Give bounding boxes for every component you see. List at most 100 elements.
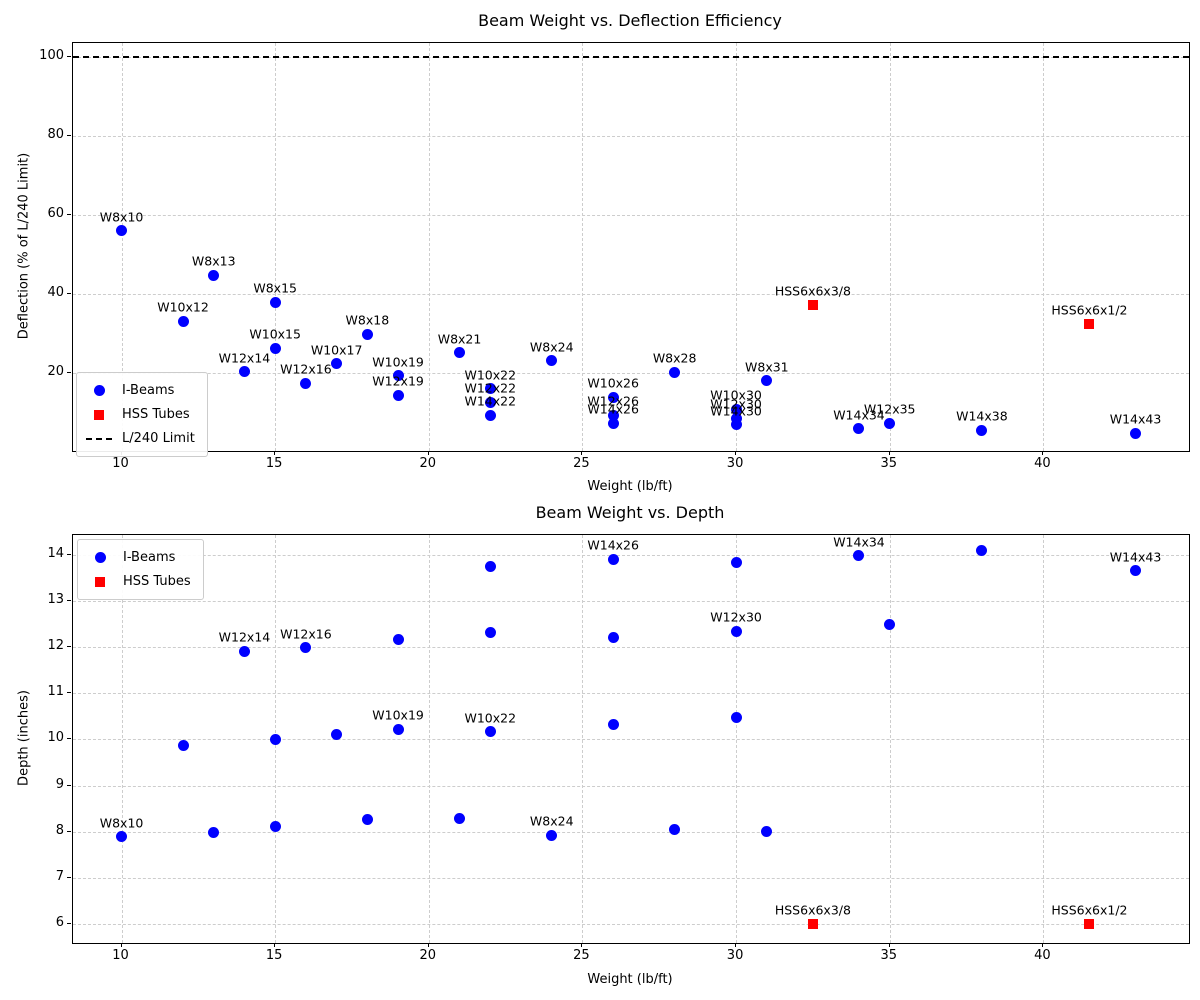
gridline [73, 785, 1189, 787]
tick-mark [67, 692, 71, 694]
data-point-W14x26 [607, 553, 619, 565]
data-point-W14x30 [730, 556, 742, 568]
data-point-W8x24 [546, 829, 558, 841]
point-label-W8x15: W8x15 [253, 280, 297, 296]
y-tick-label: 8 [55, 822, 64, 838]
circle-marker-icon [85, 385, 113, 396]
y-tick-label: 40 [47, 285, 64, 301]
data-point-W8x24 [546, 355, 558, 367]
tick-mark [67, 923, 71, 925]
legend-label-ibeams: I-Beams [122, 383, 175, 398]
tick-mark [67, 784, 71, 786]
data-point-W8x21 [454, 347, 466, 359]
y-tick-label: 13 [47, 592, 64, 607]
tick-mark [67, 830, 71, 832]
data-point-W8x10 [116, 225, 128, 237]
tick-mark [67, 646, 71, 648]
point-label-W10x17: W10x17 [310, 341, 363, 357]
gridline [73, 877, 1189, 879]
gridline [428, 43, 430, 451]
data-point-W12x30 [730, 625, 742, 637]
data-point-W14x43 [1130, 427, 1142, 439]
data-point-W12x26 [607, 409, 619, 421]
data-point-W10x19 [392, 723, 404, 735]
data-point-W14x34 [853, 423, 865, 435]
gridline [275, 43, 277, 451]
y-tick-label: 14 [47, 545, 64, 561]
tick-mark [427, 451, 429, 455]
gridline [73, 373, 1189, 375]
data-point-HSS6x6x1/2 [1084, 919, 1095, 930]
tick-mark [67, 876, 71, 878]
point-label-W10x22: W10x22 [464, 709, 517, 725]
x-tick-label: 40 [1034, 948, 1051, 963]
y-tick-label: 80 [47, 126, 64, 142]
point-label-HSS6x6x3/8: HSS6x6x3/8 [774, 902, 851, 918]
gridline [582, 43, 584, 451]
point-label-W12x22: W12x22 [464, 380, 517, 396]
point-label-W10x15: W10x15 [249, 326, 301, 342]
tick-mark [888, 943, 890, 947]
legend-label-hss: HSS Tubes [123, 574, 191, 589]
point-label-W14x38: W14x38 [956, 408, 1008, 424]
point-label-W10x19: W10x19 [372, 354, 424, 370]
data-point-W8x31 [761, 826, 773, 838]
y-tick-label: 11 [47, 684, 64, 700]
gridline [73, 647, 1189, 649]
legend-item-ibeams: I-Beams [86, 548, 191, 567]
tick-mark [274, 943, 276, 947]
data-point-W14x34 [853, 550, 865, 562]
data-point-W12x14 [238, 366, 250, 378]
point-label-W12x30: W12x30 [710, 396, 762, 412]
data-point-W12x19 [392, 389, 404, 401]
point-label-W10x22: W10x22 [464, 367, 517, 383]
data-point-W10x22 [484, 726, 496, 738]
data-point-W8x18 [361, 813, 373, 825]
gridline [889, 535, 891, 943]
x-axis-label-depth: Weight (lb/ft) [587, 972, 673, 987]
limit-line [73, 55, 1189, 58]
dashed-line-icon [85, 437, 113, 440]
point-label-HSS6x6x1/2: HSS6x6x1/2 [1051, 902, 1128, 918]
point-label-W14x22: W14x22 [464, 393, 517, 409]
gridline [736, 43, 738, 451]
point-label-W10x12: W10x12 [157, 299, 209, 315]
point-label-W8x24: W8x24 [529, 813, 574, 829]
tick-mark [67, 55, 71, 57]
data-point-W10x26 [607, 391, 619, 403]
x-tick-label: 40 [1034, 456, 1051, 471]
gridline [73, 831, 1189, 833]
data-point-W8x13 [208, 269, 220, 281]
data-point-W10x17 [331, 728, 343, 740]
x-tick-label: 10 [112, 456, 129, 471]
legend-deflection: I-Beams HSS Tubes L/240 Limit [76, 372, 208, 457]
x-tick-label: 15 [265, 948, 283, 963]
data-point-W14x38 [976, 424, 988, 436]
gridline [582, 535, 584, 943]
gridline [73, 554, 1189, 556]
data-point-W14x38 [976, 544, 988, 556]
data-point-HSS6x6x3/8 [807, 299, 818, 310]
x-tick-label: 30 [726, 456, 744, 471]
x-tick-label: 30 [726, 948, 744, 963]
gridline [73, 601, 1189, 602]
point-label-W8x10: W8x10 [99, 815, 144, 831]
data-point-W8x13 [208, 826, 220, 838]
circle-marker-icon [86, 552, 114, 563]
gridline [73, 294, 1189, 296]
x-tick-label: 35 [880, 456, 897, 471]
y-tick-label: 10 [47, 730, 64, 746]
chart-title-depth: Beam Weight vs. Depth [535, 503, 725, 522]
tick-mark [67, 134, 71, 136]
tick-mark [67, 293, 71, 295]
data-point-W14x22 [484, 561, 496, 573]
y-tick-label: 7 [55, 868, 64, 884]
gridline [73, 693, 1189, 695]
tick-mark [581, 451, 583, 455]
point-label-W14x26: W14x26 [587, 537, 639, 553]
x-tick-label: 10 [112, 948, 129, 963]
tick-mark [274, 451, 276, 455]
gridline [73, 924, 1189, 926]
point-label-W12x14: W12x14 [218, 629, 271, 645]
data-point-W8x15 [269, 821, 281, 833]
